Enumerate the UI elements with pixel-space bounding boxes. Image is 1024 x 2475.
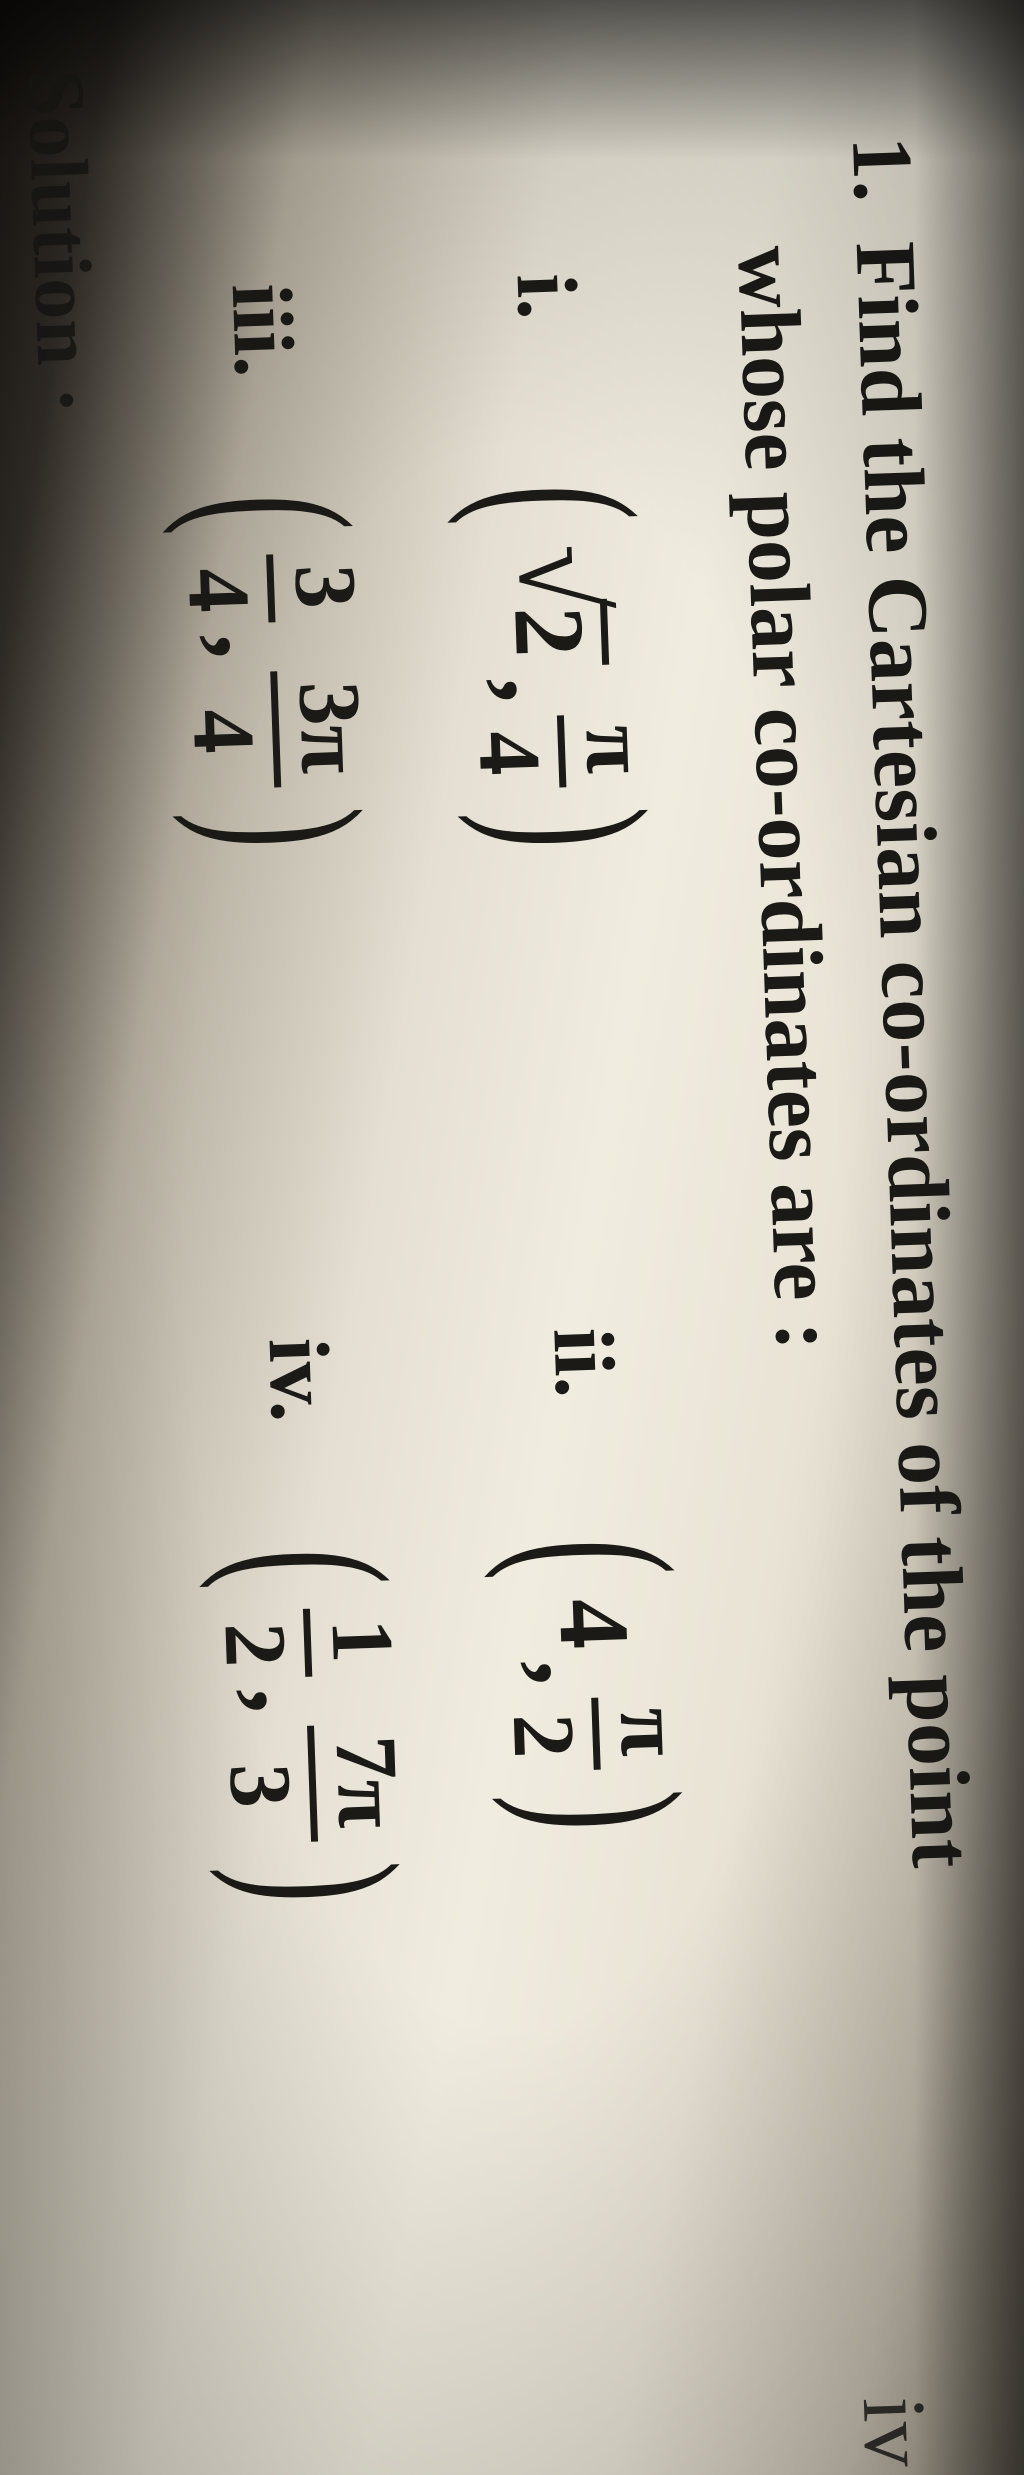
fraction-bar-icon [266, 554, 275, 622]
option-roman-ii: ii. [534, 1326, 639, 1469]
fraction: 7π 3 [213, 1722, 412, 1845]
sqrt-expr: √ 2 [502, 542, 615, 668]
option-i-pair: ( √ 2 , π 4 ) [456, 465, 665, 867]
fraction-den: 3 [214, 1750, 304, 1821]
right-paren-icon: ) [213, 806, 361, 850]
right-paren-icon: ) [533, 1789, 681, 1833]
option-iv-pair: ( 1 2 , 7π 3 ) [208, 1529, 416, 1921]
comma-icon: , [512, 1656, 628, 1693]
solution-label: Solution · [8, 68, 114, 416]
fraction: π 2 [497, 1694, 694, 1773]
radicand: 2 [498, 599, 609, 669]
fraction: 3π 4 [176, 668, 375, 791]
option-ii: ii. ( 4 , π 2 ) [486, 1325, 716, 2326]
fraction-bar-icon [591, 1698, 601, 1770]
fraction-den: 4 [463, 718, 553, 789]
fraction: 1 2 [209, 1605, 406, 1680]
fraction-den: 2 [209, 1609, 299, 1680]
left-paren-icon: ( [487, 481, 635, 525]
left-paren-icon: ( [202, 491, 350, 535]
left-paren-icon: ( [239, 1546, 387, 1590]
fraction: π 4 [463, 712, 660, 791]
question-block: 1. Find the Cartesian co-ordinates of th… [159, 110, 1013, 2416]
fraction-num: 3 [279, 551, 369, 622]
fraction-den: 4 [172, 555, 262, 626]
comma-icon: , [191, 629, 307, 666]
option-roman-iii: iii. [212, 282, 317, 425]
right-paren-icon: ) [250, 1861, 398, 1905]
option-ii-pair: ( 4 , π 2 ) [493, 1519, 699, 1849]
question-number: 1. [827, 110, 938, 204]
fraction-bar-icon [557, 715, 567, 787]
plain-value: 4 [536, 1597, 653, 1651]
option-iii-pair: ( 3 4 , 3π 4 ) [172, 475, 380, 867]
fraction-num: π [604, 1694, 694, 1769]
option-roman-i: i. [497, 272, 602, 415]
option-i: i. ( √ 2 , π 4 [450, 270, 680, 1271]
fraction-num: 7π [320, 1722, 412, 1841]
comma-icon: , [228, 1684, 344, 1721]
fraction-bar-icon [303, 1609, 312, 1677]
left-paren-icon: ( [524, 1536, 672, 1580]
option-iii: iii. ( 3 4 , 3π 4 [165, 280, 395, 1281]
comma-icon: , [478, 673, 594, 710]
options-grid: i. ( √ 2 , π 4 [165, 270, 716, 2336]
option-roman-iv: iv. [249, 1336, 354, 1479]
fraction-den: 2 [497, 1700, 587, 1771]
fraction-num: 3π [283, 668, 375, 787]
right-paren-icon: ) [498, 806, 646, 850]
edge-partial-text: iv [842, 2395, 947, 2469]
fraction-num: π [570, 712, 660, 787]
fraction-num: 1 [316, 1605, 406, 1676]
option-iv: iv. ( 1 2 , 7π 3 [202, 1335, 432, 2336]
fraction-den: 4 [177, 696, 267, 767]
fraction: 3 4 [172, 551, 369, 626]
